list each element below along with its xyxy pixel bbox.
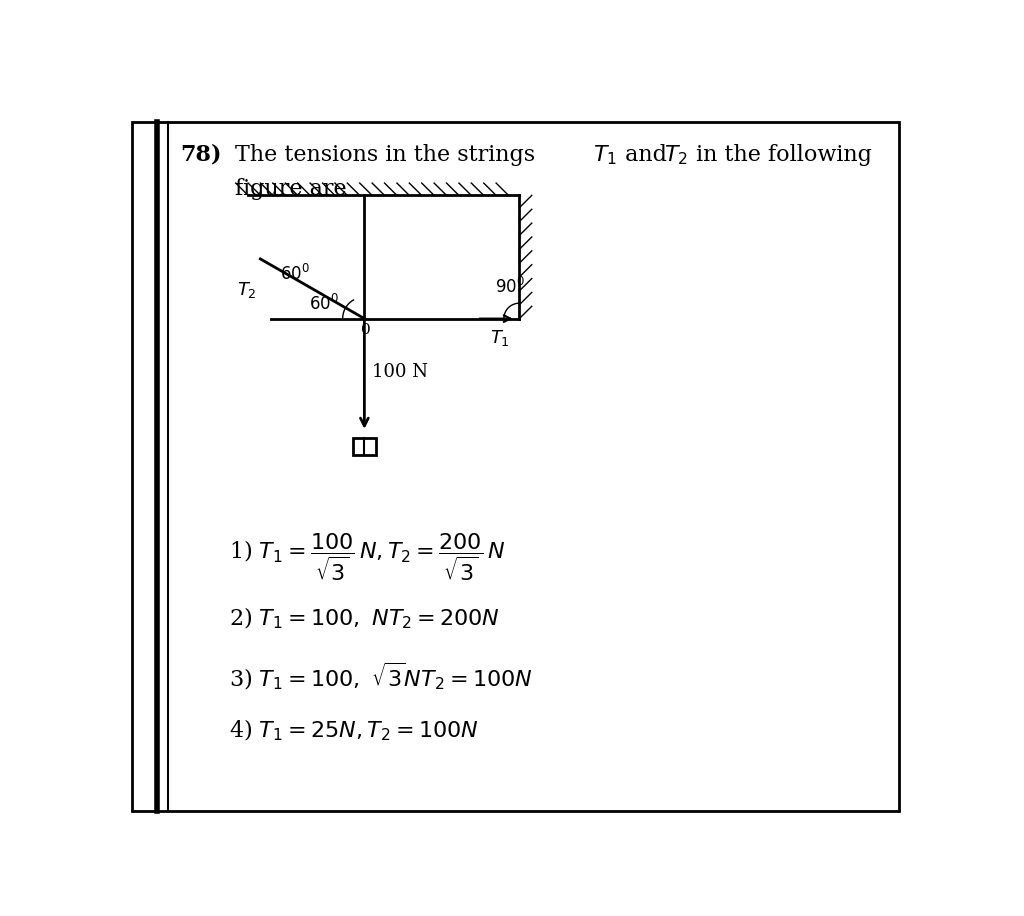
Text: in the following: in the following xyxy=(689,144,872,166)
Text: figure are: figure are xyxy=(234,179,346,201)
Text: and: and xyxy=(617,144,674,166)
Text: 78): 78) xyxy=(180,144,222,166)
FancyBboxPatch shape xyxy=(132,122,899,812)
Text: 100 N: 100 N xyxy=(372,364,428,381)
Text: $60^0$: $60^0$ xyxy=(308,294,339,314)
Bar xyxy=(352,438,376,455)
Text: 3) $T_1 = 100,\ \sqrt{3}NT_2 = 100N$: 3) $T_1 = 100,\ \sqrt{3}NT_2 = 100N$ xyxy=(228,660,532,692)
Text: $T_1$: $T_1$ xyxy=(490,328,510,348)
Text: 1) $T_1 = \dfrac{100}{\sqrt{3}}\,N, T_2 = \dfrac{200}{\sqrt{3}}\,N$: 1) $T_1 = \dfrac{100}{\sqrt{3}}\,N, T_2 … xyxy=(228,531,505,583)
Text: $T_2$: $T_2$ xyxy=(665,144,688,168)
Text: 2) $T_1 = 100,\ NT_2 = 200N$: 2) $T_1 = 100,\ NT_2 = 200N$ xyxy=(228,606,500,631)
Text: 4) $T_1 = 25N, T_2 = 100N$: 4) $T_1 = 25N, T_2 = 100N$ xyxy=(228,718,478,743)
Text: $60^0$: $60^0$ xyxy=(280,264,309,284)
Text: The tensions in the strings: The tensions in the strings xyxy=(234,144,542,166)
Text: $T_1$: $T_1$ xyxy=(593,144,617,168)
Text: 0: 0 xyxy=(361,323,371,337)
Text: $T_2$: $T_2$ xyxy=(237,280,256,300)
Text: $90^0$: $90^0$ xyxy=(495,277,524,297)
